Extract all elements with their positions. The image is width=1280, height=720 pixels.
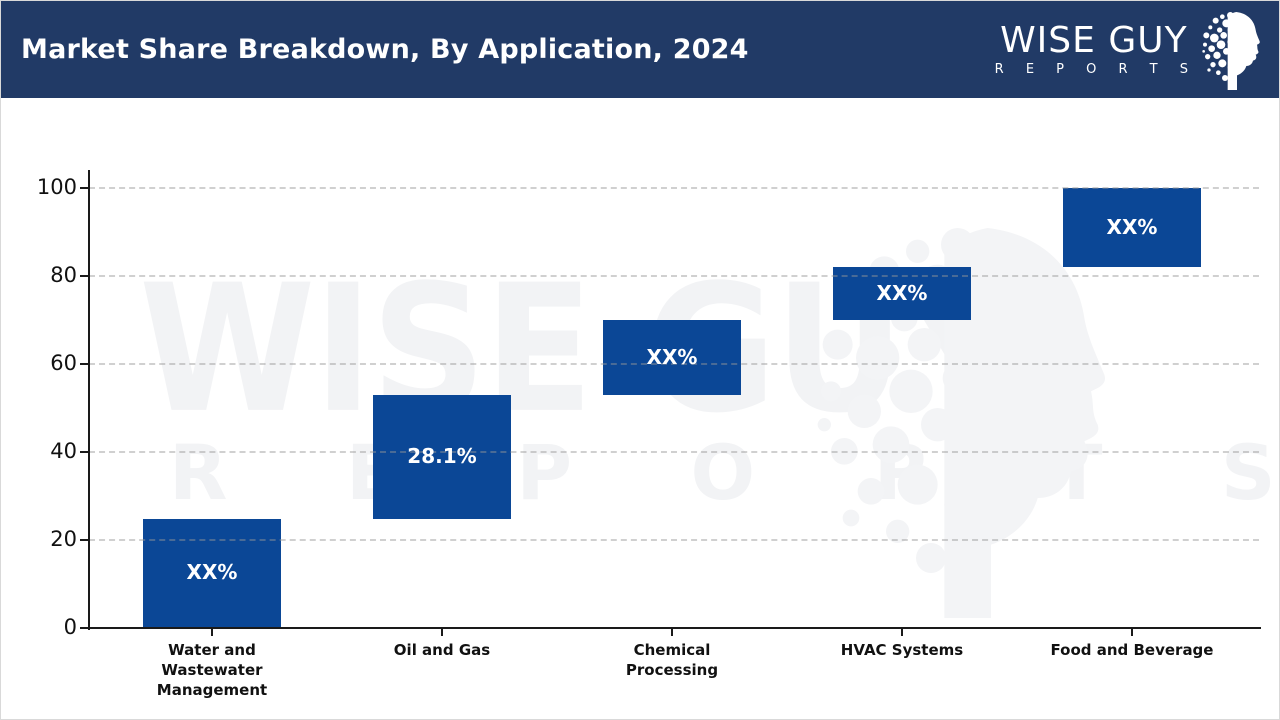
bar-value-label: XX%	[1106, 214, 1158, 239]
bar-segment	[1063, 188, 1201, 268]
bar-segment	[603, 320, 741, 396]
logo-text: WISE GUY R E P O R T S	[991, 19, 1197, 77]
y-tick-mark-0	[80, 627, 88, 629]
bar-value-label: 28.1%	[407, 444, 477, 469]
gridline-40	[89, 451, 1259, 453]
x-tick-mark	[211, 629, 213, 636]
bar-value-label: XX%	[646, 344, 698, 369]
gridline-100	[89, 187, 1259, 189]
x-tick-mark	[671, 629, 673, 636]
y-tick-label-60: 60	[50, 351, 77, 375]
x-category-label: Oil and Gas	[393, 641, 491, 659]
y-tick-label-40: 40	[50, 439, 77, 463]
gridline-20	[89, 539, 1259, 541]
logo-wordmark: WISE GUY	[1000, 19, 1188, 61]
x-category-label: Water and Wastewater Management	[156, 641, 268, 699]
y-tick-label-20: 20	[50, 527, 77, 551]
x-tick-mark	[901, 629, 903, 636]
y-axis-line	[88, 170, 90, 630]
x-axis-line	[88, 627, 1261, 629]
x-category-label: Chemical Processing	[625, 641, 719, 679]
y-tick-mark-80	[80, 275, 88, 277]
bar-value-label: XX%	[186, 560, 238, 585]
logo-subtext: R E P O R T S	[994, 61, 1197, 77]
x-tick-mark	[441, 629, 443, 636]
bar-segment	[143, 518, 281, 628]
y-tick-label-0: 0	[63, 615, 77, 639]
wise-guy-logo: WISE GUY R E P O R T S	[991, 10, 1267, 90]
y-tick-mark-40	[80, 451, 88, 453]
x-category-label: HVAC Systems	[840, 641, 964, 659]
y-tick-mark-100	[80, 187, 88, 189]
page-title: Market Share Breakdown, By Application, …	[21, 34, 749, 65]
y-tick-label-80: 80	[50, 263, 77, 287]
gridline-80	[89, 275, 1259, 277]
x-category-label: Food and Beverage	[1050, 641, 1214, 659]
bar-segment	[373, 395, 511, 519]
logo-head-icon	[1202, 11, 1260, 90]
waterfall-chart: WISE GUY R E P O R T S 0 20 40 60 80 100 XX% Wa…	[1, 98, 1280, 719]
watermark-subtext: R E P O R T S	[169, 428, 1280, 517]
x-tick-mark	[1131, 629, 1133, 636]
bar-value-label: XX%	[876, 280, 928, 305]
header-banner: Market Share Breakdown, By Application, …	[1, 1, 1279, 98]
gridline-60	[89, 363, 1259, 365]
y-tick-mark-20	[80, 539, 88, 541]
y-tick-mark-60	[80, 363, 88, 365]
bar-segment	[833, 267, 971, 321]
y-tick-label-100: 100	[36, 175, 77, 199]
